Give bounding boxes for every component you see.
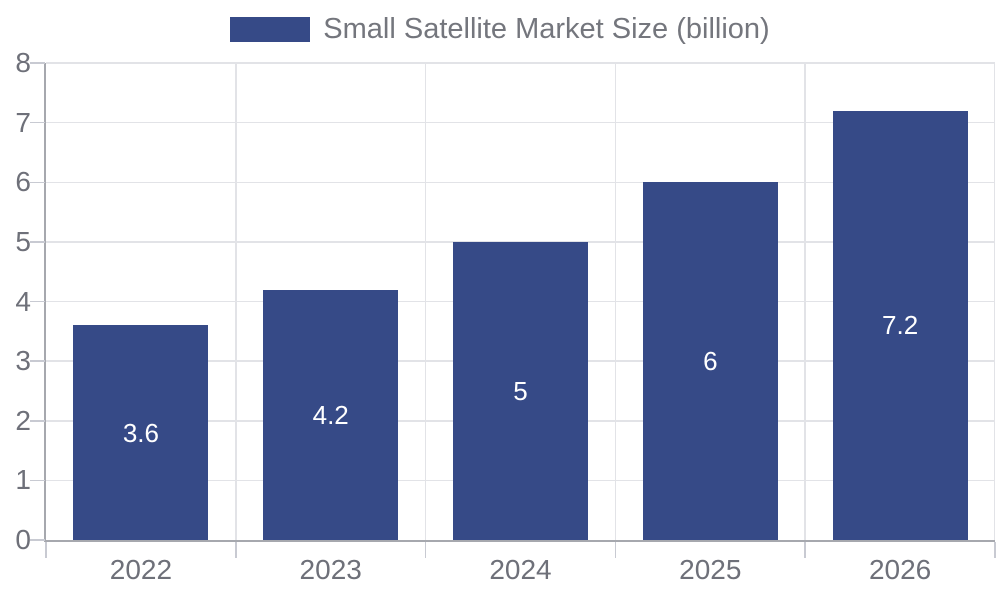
y-axis-tick [30, 62, 45, 64]
x-axis-tick [424, 542, 427, 558]
y-axis-tick [30, 300, 45, 303]
legend[interactable]: Small Satellite Market Size (billion) [0, 13, 1000, 46]
y-tick-label: 5 [15, 225, 31, 257]
x-tick-label: 2024 [489, 554, 552, 585]
y-axis-tick [30, 420, 45, 422]
y-axis-tick [30, 360, 45, 362]
v-gridline [804, 63, 806, 540]
legend-swatch-icon [230, 17, 311, 43]
y-axis-tick [30, 121, 45, 124]
plot-area: 3.6 4.2 5 6 7.2 [44, 62, 995, 542]
x-axis-tick [45, 542, 47, 558]
y-tick-label: 6 [15, 166, 31, 198]
bar-2022[interactable]: 3.6 [73, 325, 209, 540]
x-tick-label: 2023 [299, 554, 362, 585]
bar-value-label: 5 [513, 375, 528, 406]
h-gridline [46, 62, 995, 64]
bar-2024[interactable]: 5 [453, 241, 588, 540]
h-gridline [46, 121, 995, 124]
y-axis-tick [30, 479, 45, 482]
y-tick-label: 1 [15, 464, 31, 496]
v-gridline [614, 63, 617, 540]
y-tick-label: 7 [15, 106, 31, 138]
y-axis-tick [30, 241, 45, 243]
bar-value-label: 4.2 [312, 399, 349, 430]
x-axis-tick [804, 542, 806, 558]
bar-2025[interactable]: 6 [642, 182, 778, 540]
y-tick-label: 8 [15, 47, 31, 78]
bar-2023[interactable]: 4.2 [263, 289, 399, 540]
x-axis-tick [994, 542, 996, 558]
y-tick-label: 2 [15, 404, 31, 436]
x-axis-tick [614, 542, 617, 558]
y-tick-label: 3 [15, 345, 31, 377]
x-tick-label: 2026 [868, 554, 932, 585]
x-axis-tick [235, 542, 237, 558]
legend-label: Small Satellite Market Size (billion) [323, 13, 770, 45]
v-gridline [993, 63, 995, 540]
y-tick-label: 4 [15, 285, 31, 317]
bar-value-label: 3.6 [122, 417, 159, 448]
y-axis-tick [30, 181, 45, 183]
y-axis-tick [30, 539, 45, 541]
bar-value-label: 6 [703, 346, 718, 377]
v-gridline [235, 63, 237, 540]
x-tick-label: 2022 [109, 554, 173, 585]
v-gridline [424, 63, 427, 540]
h-gridline [46, 181, 995, 183]
bar-2026[interactable]: 7.2 [832, 110, 968, 540]
x-tick-label: 2025 [679, 554, 742, 585]
bar-value-label: 7.2 [882, 310, 919, 341]
y-tick-label: 0 [15, 524, 31, 555]
